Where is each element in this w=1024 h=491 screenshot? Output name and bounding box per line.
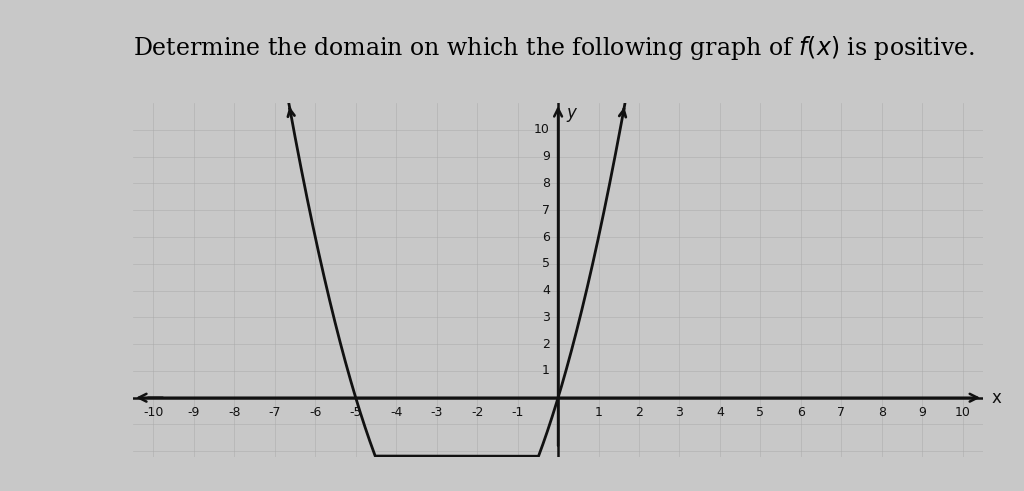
Text: -1: -1 [511,406,524,419]
Text: -10: -10 [143,406,164,419]
Text: 1: 1 [595,406,602,419]
Text: 6: 6 [797,406,805,419]
Text: -2: -2 [471,406,483,419]
Text: -6: -6 [309,406,322,419]
Text: 5: 5 [757,406,765,419]
Text: -9: -9 [187,406,200,419]
Text: 7: 7 [542,204,550,217]
Text: 10: 10 [535,123,550,136]
Text: -8: -8 [228,406,241,419]
Text: 4: 4 [716,406,724,419]
Text: 8: 8 [542,177,550,190]
Text: 5: 5 [542,257,550,271]
Text: 6: 6 [542,230,550,244]
Text: 10: 10 [954,406,971,419]
Text: 3: 3 [676,406,683,419]
Text: -4: -4 [390,406,402,419]
Text: 8: 8 [878,406,886,419]
Text: -5: -5 [349,406,361,419]
Text: 4: 4 [542,284,550,297]
Text: 9: 9 [919,406,927,419]
Text: 1: 1 [542,364,550,378]
Text: Determine the domain on which the following graph of $f(x)$ is positive.: Determine the domain on which the follow… [133,34,975,62]
Text: y: y [566,105,577,122]
Text: -7: -7 [268,406,281,419]
Text: x: x [991,389,1001,407]
Text: 2: 2 [635,406,643,419]
Text: 3: 3 [542,311,550,324]
Text: 2: 2 [542,338,550,351]
Text: 7: 7 [838,406,846,419]
Text: 9: 9 [542,150,550,163]
Text: -3: -3 [430,406,442,419]
